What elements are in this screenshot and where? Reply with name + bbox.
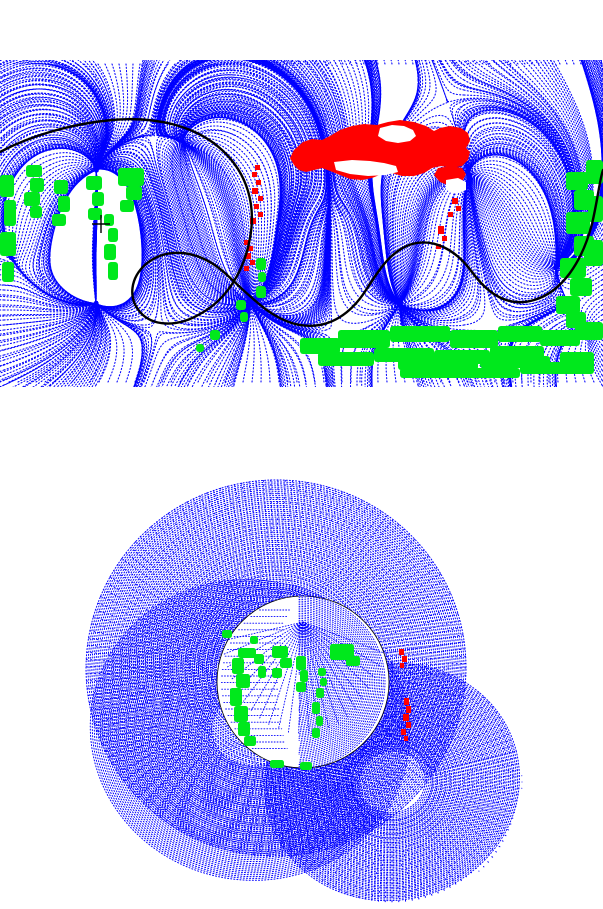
globe-inner-contours bbox=[219, 595, 386, 769]
upper-plot-canvas bbox=[0, 60, 603, 387]
lower-plot-canvas bbox=[83, 477, 523, 903]
zero-contour-curve bbox=[0, 118, 603, 328]
crosshair-marker bbox=[92, 215, 110, 233]
globe-coastline-green bbox=[222, 630, 360, 770]
equirectangular-map-panel bbox=[0, 0, 603, 430]
positive-region-red bbox=[244, 120, 470, 271]
orthographic-globe-panel bbox=[0, 430, 603, 909]
globe-positive-region-red bbox=[399, 649, 411, 741]
